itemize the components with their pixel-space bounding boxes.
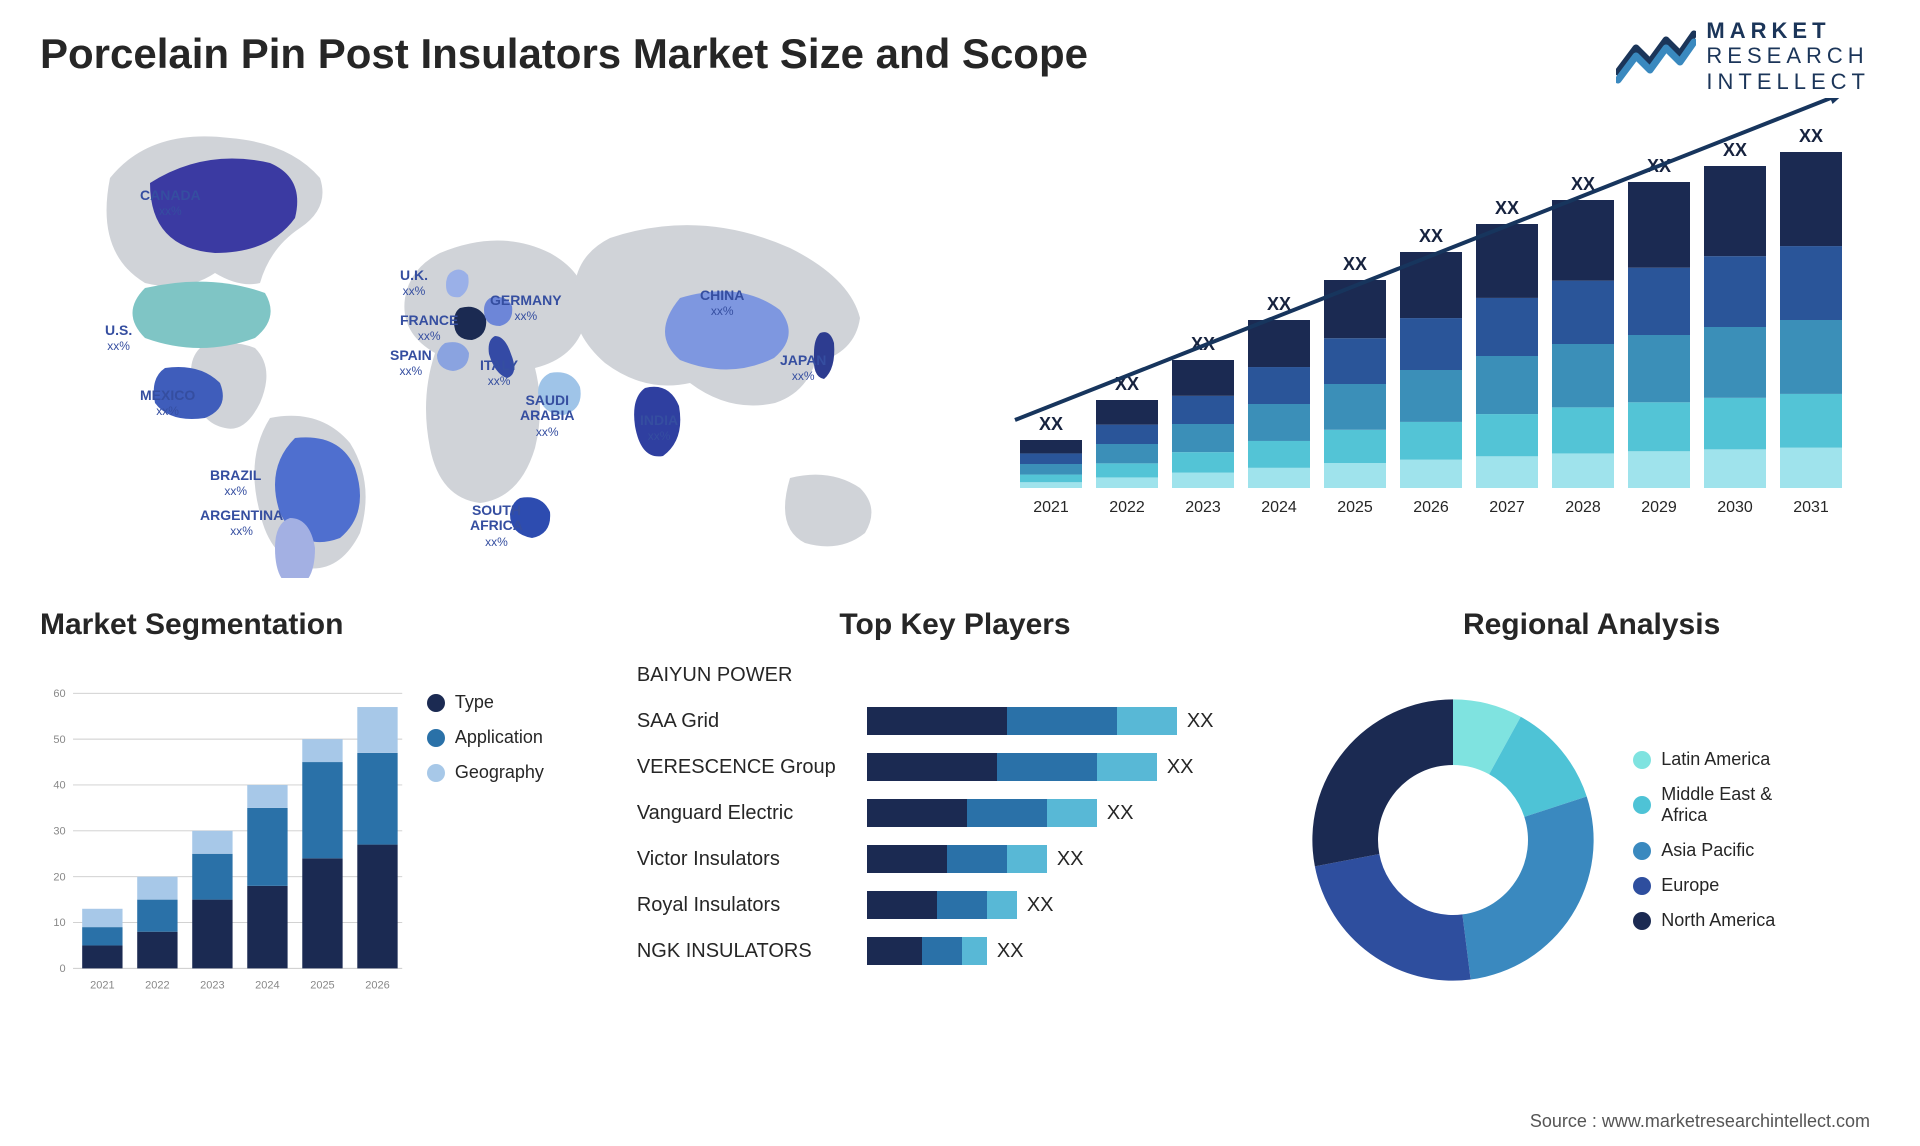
player-name: BAIYUN POWER [637,664,867,687]
legend-item: Application [427,727,607,748]
player-row: Royal Insulators XX [637,882,1273,928]
player-row: Vanguard Electric XX [637,790,1273,836]
regional-panel: Regional Analysis Latin America Middle Ea… [1303,608,1880,1028]
player-name: NGK INSULATORS [637,940,867,963]
svg-text:XX: XX [1419,226,1443,246]
svg-text:XX: XX [1495,198,1519,218]
source-attribution: Source : www.marketresearchintellect.com [1530,1111,1870,1132]
svg-text:XX: XX [1343,254,1367,274]
segmentation-panel: Market Segmentation 0 10 20 30 40 50 60 2021 202… [40,608,607,1028]
player-row: Victor Insulators XX [637,836,1273,882]
player-value: XX [1027,894,1054,917]
forecast-chart: XX2021XX2022XX2023XX2024XX2025XX2026XX20… [1000,98,1880,578]
legend-item: Middle East & Africa [1633,784,1821,826]
logo-line2: RESEARCH [1706,43,1870,68]
svg-text:2031: 2031 [1793,499,1829,516]
map-label: ITALYxx% [480,358,518,389]
regional-legend: Latin America Middle East & Africa Asia Pa… [1633,749,1821,931]
svg-text:2025: 2025 [310,980,334,992]
svg-text:2021: 2021 [1033,499,1069,516]
player-value: XX [1057,848,1084,871]
svg-text:2022: 2022 [145,980,169,992]
map-label: SOUTHAFRICAxx% [470,503,523,549]
logo-mark-icon [1616,28,1696,84]
map-label: CANADAxx% [140,188,201,219]
map-label: GERMANYxx% [490,293,562,324]
map-label: FRANCExx% [400,313,458,344]
map-label: SAUDIARABIAxx% [520,393,574,439]
svg-text:2024: 2024 [1261,499,1297,516]
legend-item: Europe [1633,875,1821,896]
brand-logo: MARKET RESEARCH INTELLECT [1616,18,1870,94]
logo-line1: MARKET [1706,18,1870,43]
map-label: INDIAxx% [640,413,678,444]
svg-text:30: 30 [53,825,65,837]
legend-item: Geography [427,762,607,783]
legend-item: Asia Pacific [1633,840,1821,861]
player-row: NGK INSULATORS XX [637,928,1273,974]
player-row: SAA Grid XX [637,698,1273,744]
legend-item: Latin America [1633,749,1821,770]
svg-text:2024: 2024 [255,980,279,992]
players-list: BAIYUN POWER SAA Grid XX VERESCENCE Group XX… [637,652,1273,974]
svg-text:XX: XX [1799,126,1823,146]
map-label: SPAINxx% [390,348,432,379]
map-label: U.S.xx% [105,323,132,354]
player-value: XX [1167,756,1194,779]
svg-text:2026: 2026 [365,980,389,992]
svg-text:2023: 2023 [200,980,224,992]
svg-text:2028: 2028 [1565,499,1601,516]
svg-text:2026: 2026 [1413,499,1449,516]
player-bar: XX [867,707,1273,735]
svg-text:2022: 2022 [1109,499,1145,516]
map-label: U.K.xx% [400,268,428,299]
svg-text:2025: 2025 [1337,499,1373,516]
player-name: SAA Grid [637,710,867,733]
svg-text:2029: 2029 [1641,499,1677,516]
player-row: VERESCENCE Group XX [637,744,1273,790]
svg-text:40: 40 [53,780,65,792]
player-bar: XX [867,891,1273,919]
legend-item: Type [427,692,607,713]
svg-text:10: 10 [53,917,65,929]
player-value: XX [1107,802,1134,825]
svg-text:50: 50 [53,734,65,746]
svg-text:XX: XX [1039,414,1063,434]
player-name: Victor Insulators [637,848,867,871]
player-bar: XX [867,845,1273,873]
svg-text:2023: 2023 [1185,499,1221,516]
page-title: Porcelain Pin Post Insulators Market Siz… [40,30,1880,78]
segmentation-legend: Type Application Geography [427,652,607,1028]
map-label: MEXICOxx% [140,388,195,419]
svg-text:2030: 2030 [1717,499,1753,516]
player-bar: XX [867,753,1273,781]
map-label: JAPANxx% [780,353,826,384]
map-label: BRAZILxx% [210,468,261,499]
players-panel: Top Key Players BAIYUN POWERSAA GridXXVE… [637,608,1273,1028]
map-label: CHINAxx% [700,288,744,319]
players-title: Top Key Players [637,608,1273,642]
world-map-panel: CANADAxx% U.S.xx% MEXICOxx% BRAZILxx% ARGENT… [40,98,960,578]
player-row: BAIYUN POWER [637,652,1273,698]
segmentation-chart: 0 10 20 30 40 50 60 2021 2022 2023 2024 2025 2026 [40,652,407,1028]
player-value: XX [1187,710,1214,733]
logo-line3: INTELLECT [1706,69,1870,94]
player-name: Vanguard Electric [637,802,867,825]
svg-text:2021: 2021 [90,980,114,992]
regional-donut [1303,690,1603,990]
regional-title: Regional Analysis [1303,608,1880,642]
svg-text:20: 20 [53,871,65,883]
player-name: VERESCENCE Group [637,756,867,779]
svg-text:XX: XX [1723,140,1747,160]
svg-text:2027: 2027 [1489,499,1525,516]
svg-text:60: 60 [53,688,65,700]
map-label: ARGENTINAxx% [200,508,283,539]
player-bar: XX [867,937,1273,965]
legend-item: North America [1633,910,1821,931]
svg-text:0: 0 [60,963,66,975]
player-name: Royal Insulators [637,894,867,917]
segmentation-title: Market Segmentation [40,608,607,642]
player-bar: XX [867,799,1273,827]
player-value: XX [997,940,1024,963]
